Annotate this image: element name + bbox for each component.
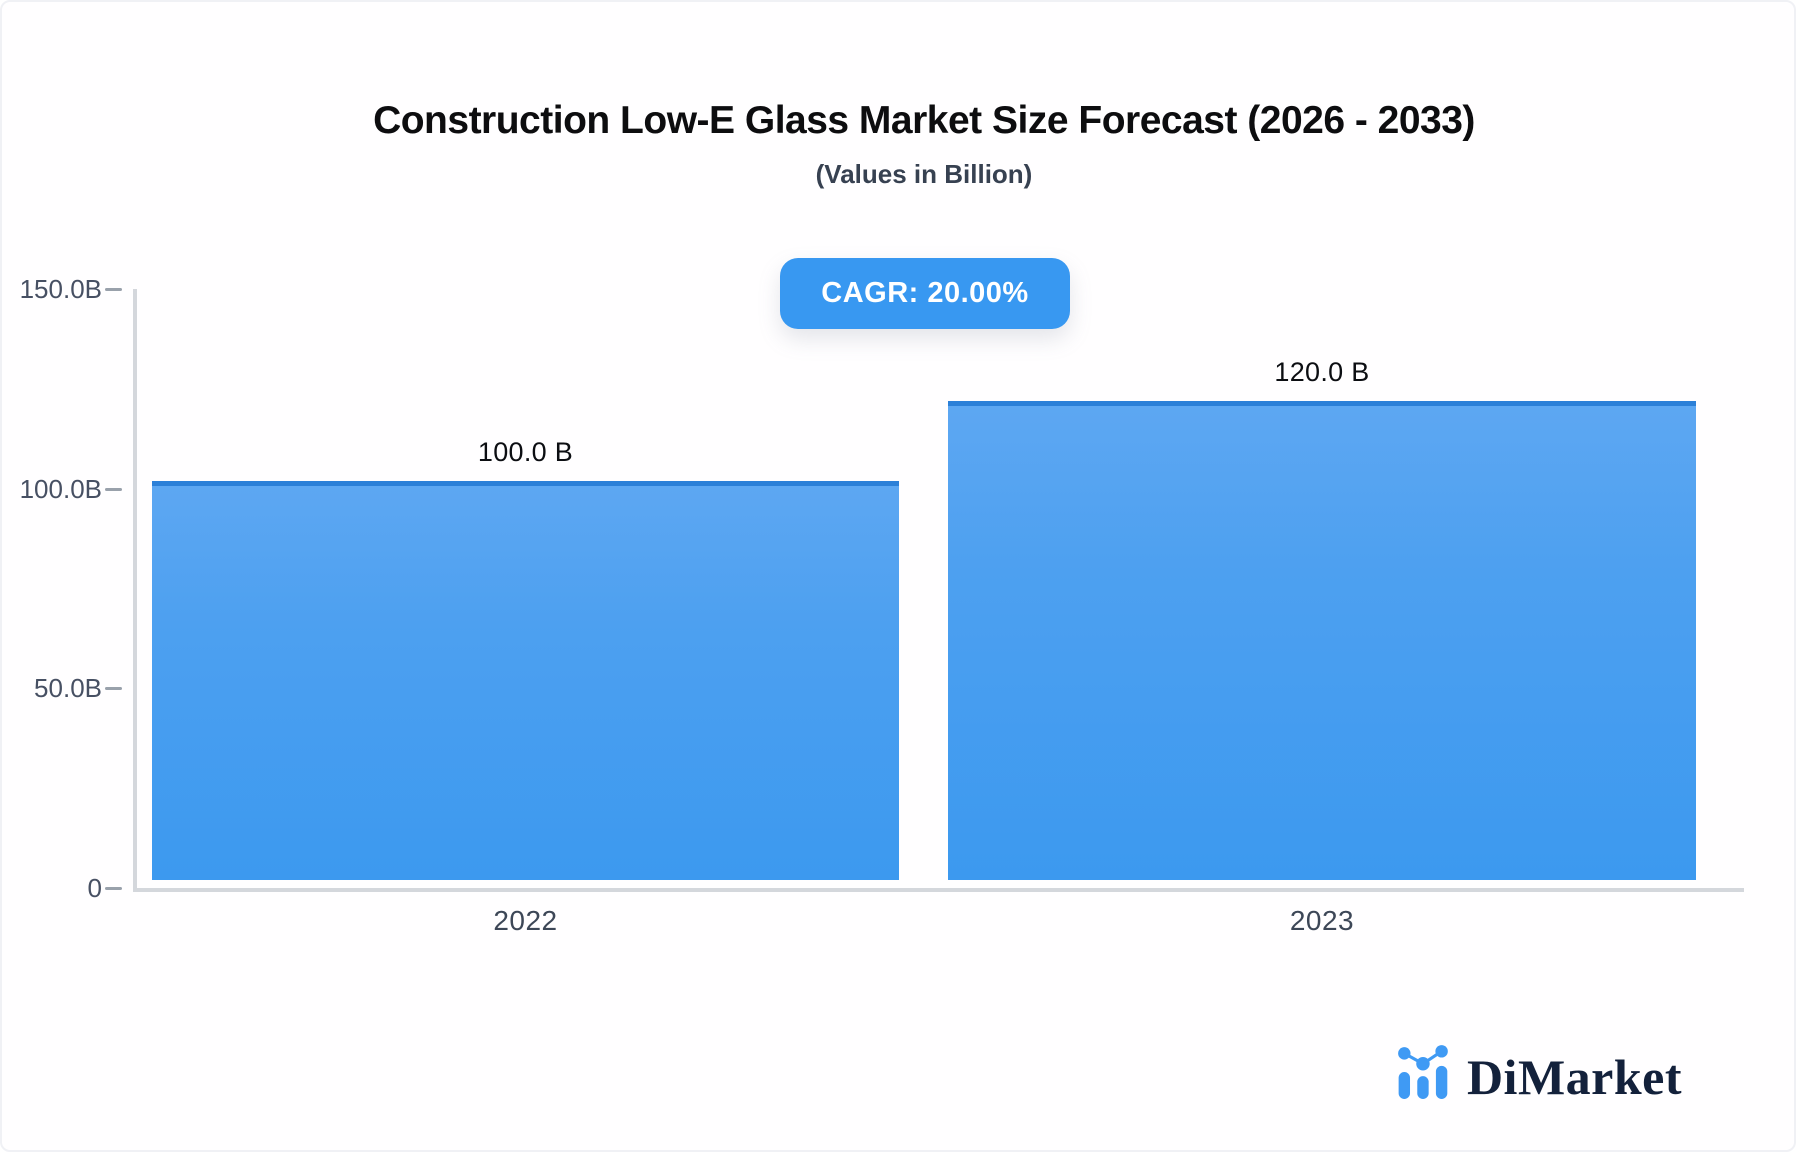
bar-2023[interactable] <box>948 401 1696 880</box>
chart-title: Construction Low-E Glass Market Size For… <box>373 99 1475 142</box>
bar-value-label: 120.0 B <box>1274 357 1370 387</box>
y-axis-tick-mark <box>105 687 122 690</box>
x-axis-line <box>133 888 1744 892</box>
y-axis-tick-label: 150.0B <box>19 274 102 304</box>
y-axis-tick-mark <box>105 288 122 291</box>
bar-group-2023: 120.0 B <box>948 357 1696 880</box>
y-axis-tick-label: 100.0B <box>19 474 102 504</box>
bar-group-2022: 100.0 B <box>152 437 899 880</box>
y-axis-line <box>133 289 137 892</box>
chart-header: Construction Low-E Glass Market Size For… <box>152 98 1696 190</box>
y-axis-tick-mark <box>105 488 122 491</box>
x-axis-label-2023: 2023 <box>1289 905 1355 936</box>
y-axis-tick-label: 50.0B <box>34 673 102 703</box>
cagr-badge-label: CAGR: 20.00% <box>821 277 1029 309</box>
cagr-badge: CAGR: 20.00% <box>780 258 1070 329</box>
x-axis-label-2022: 2022 <box>493 905 558 936</box>
bar-value-label: 100.0 B <box>477 437 574 467</box>
mini-bar-chart-icon <box>1398 1045 1448 1099</box>
chart-subtitle: (Values in Billion) <box>815 158 1033 189</box>
dimarket-logo: DiMarket <box>1395 1040 1682 1102</box>
y-axis-tick-mark <box>105 887 122 890</box>
bar-2022[interactable] <box>152 481 899 880</box>
brand-name: DiMarket <box>1466 1049 1682 1105</box>
y-axis-tick-label: 0 <box>87 873 102 903</box>
